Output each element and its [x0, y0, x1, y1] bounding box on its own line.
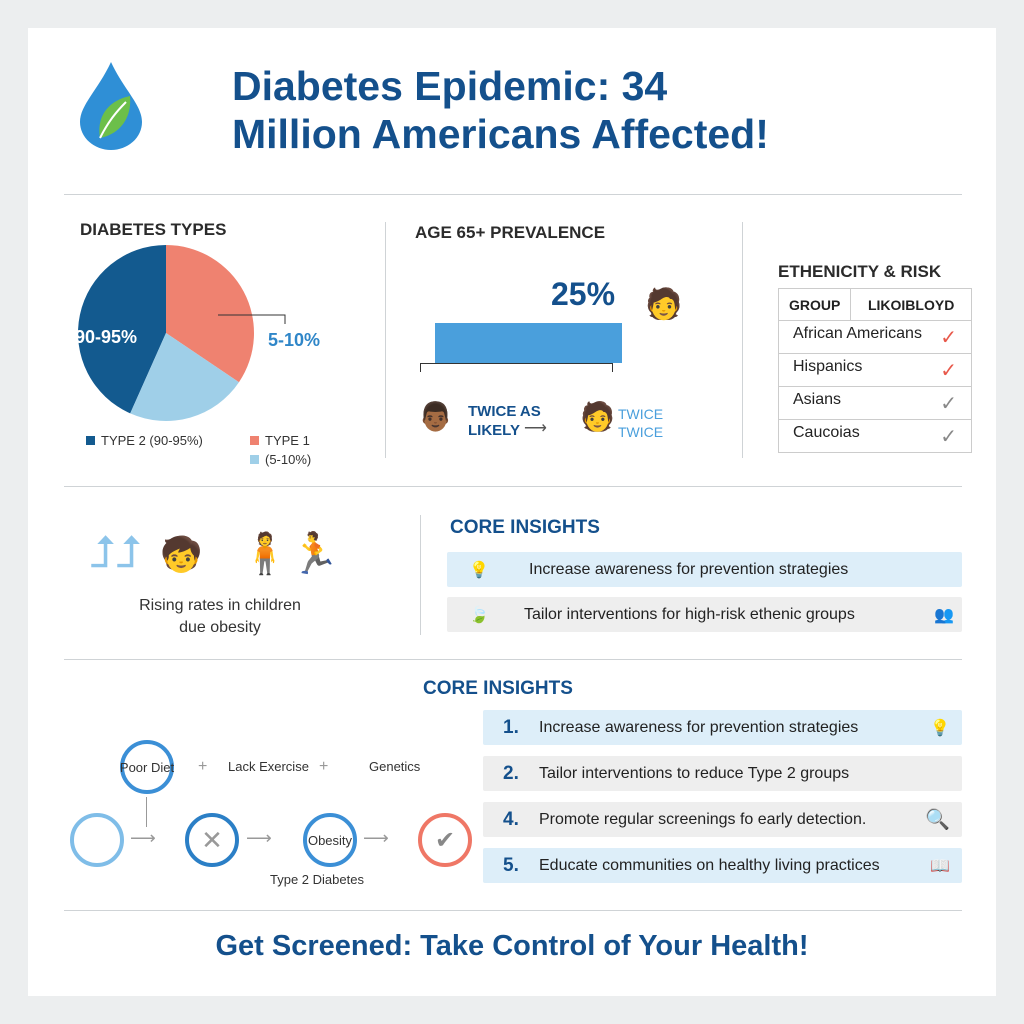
legend-type1: TYPE 1	[250, 433, 310, 448]
insight-item: 4. Promote regular screenings fo early de…	[483, 802, 962, 837]
leaf-icon: 🍃	[469, 606, 489, 624]
elderly-person-icon: 🧑	[645, 288, 683, 321]
water-drop-leaf-icon	[80, 62, 142, 150]
child-icon: 🧒	[160, 536, 203, 574]
insight-item: 1. Increase awareness for prevention stra…	[483, 710, 962, 745]
table-row: Caucoias ✓	[778, 419, 972, 453]
lightbulb-icon: 💡	[930, 719, 950, 737]
magnifier-icon: 🔍	[925, 809, 950, 831]
age-value: 25%	[551, 276, 616, 312]
ethnicity-heading: ETHENICITY & RISK	[778, 262, 942, 281]
children-caption: Rising rates in children due obesity	[139, 597, 301, 636]
pie-slice-other	[130, 333, 239, 421]
table-row: African Americans ✓	[778, 320, 972, 354]
diabetes-types-heading: DIABETES TYPES	[80, 220, 227, 239]
leader-line	[218, 314, 286, 324]
bar-bracket	[420, 363, 613, 372]
check-node: ✔	[418, 813, 472, 867]
age-heading: AGE 65+ PREVALENCE	[415, 223, 606, 242]
pie-chart	[77, 245, 286, 421]
group-icon: 👥	[934, 606, 954, 624]
pie-label-main: 90-95%	[75, 327, 138, 347]
prevalence-bar	[435, 323, 622, 363]
twice-as-likely: TWICE AS LIKELY	[468, 403, 541, 439]
core-insights-heading-2: CORE INSIGHTS	[423, 678, 573, 699]
type2-label: Type 2 Diabetes	[270, 872, 364, 887]
person-outline-icon: 🧑	[580, 401, 615, 432]
rising-arrows-icon: ⮥⮥	[90, 528, 142, 577]
check-icon: ✓	[940, 425, 957, 448]
poor-diet-node: Poor Diet	[120, 740, 174, 794]
person-icon: 👨🏾	[418, 401, 453, 432]
children-playing-icon: 🧍🏃	[240, 532, 340, 576]
table-row: Hispanics ✓	[778, 353, 972, 387]
legend-type2: TYPE 2 (90-95%)	[86, 433, 203, 448]
start-node	[70, 813, 124, 867]
insight-item: 💡 Increase awareness for prevention strat…	[447, 552, 962, 587]
obesity-node: Obesity	[303, 813, 357, 867]
ethnicity-table: GROUP LIKOIBLOYD African Americans ✓ Hispa…	[777, 288, 972, 453]
check-icon: ✓	[940, 326, 957, 349]
pie-slice-type1	[166, 245, 254, 383]
legend-other: (5-10%)	[250, 452, 311, 467]
insight-item: 🍃 Tailor interventions for high-risk ethe…	[447, 597, 962, 632]
page-title: Diabetes Epidemic: 34 Million Americans A…	[232, 63, 769, 157]
lightbulb-icon: 💡	[469, 561, 489, 579]
pie-slice-type2	[77, 245, 166, 414]
pie-label-side: 5-10%	[268, 330, 321, 350]
table-row: Asians ✓	[778, 386, 972, 420]
core-insights-heading: CORE INSIGHTS	[450, 517, 600, 538]
insight-item: 2. Tailor interventions to reduce Type 2 …	[483, 756, 962, 791]
twice-text: TWICE TWICE	[618, 406, 664, 440]
check-icon: ✓	[940, 359, 957, 382]
x-node: ✕	[185, 813, 239, 867]
check-icon: ✓	[940, 392, 957, 415]
book-icon: 📖	[930, 857, 950, 875]
genetics-label: Genetics	[369, 759, 421, 774]
insight-item: 5. Educate communities on healthy living …	[483, 848, 962, 883]
footer-cta: Get Screened: Take Control of Your Healt…	[215, 930, 809, 962]
lack-exercise-label: Lack Exercise	[228, 759, 309, 774]
